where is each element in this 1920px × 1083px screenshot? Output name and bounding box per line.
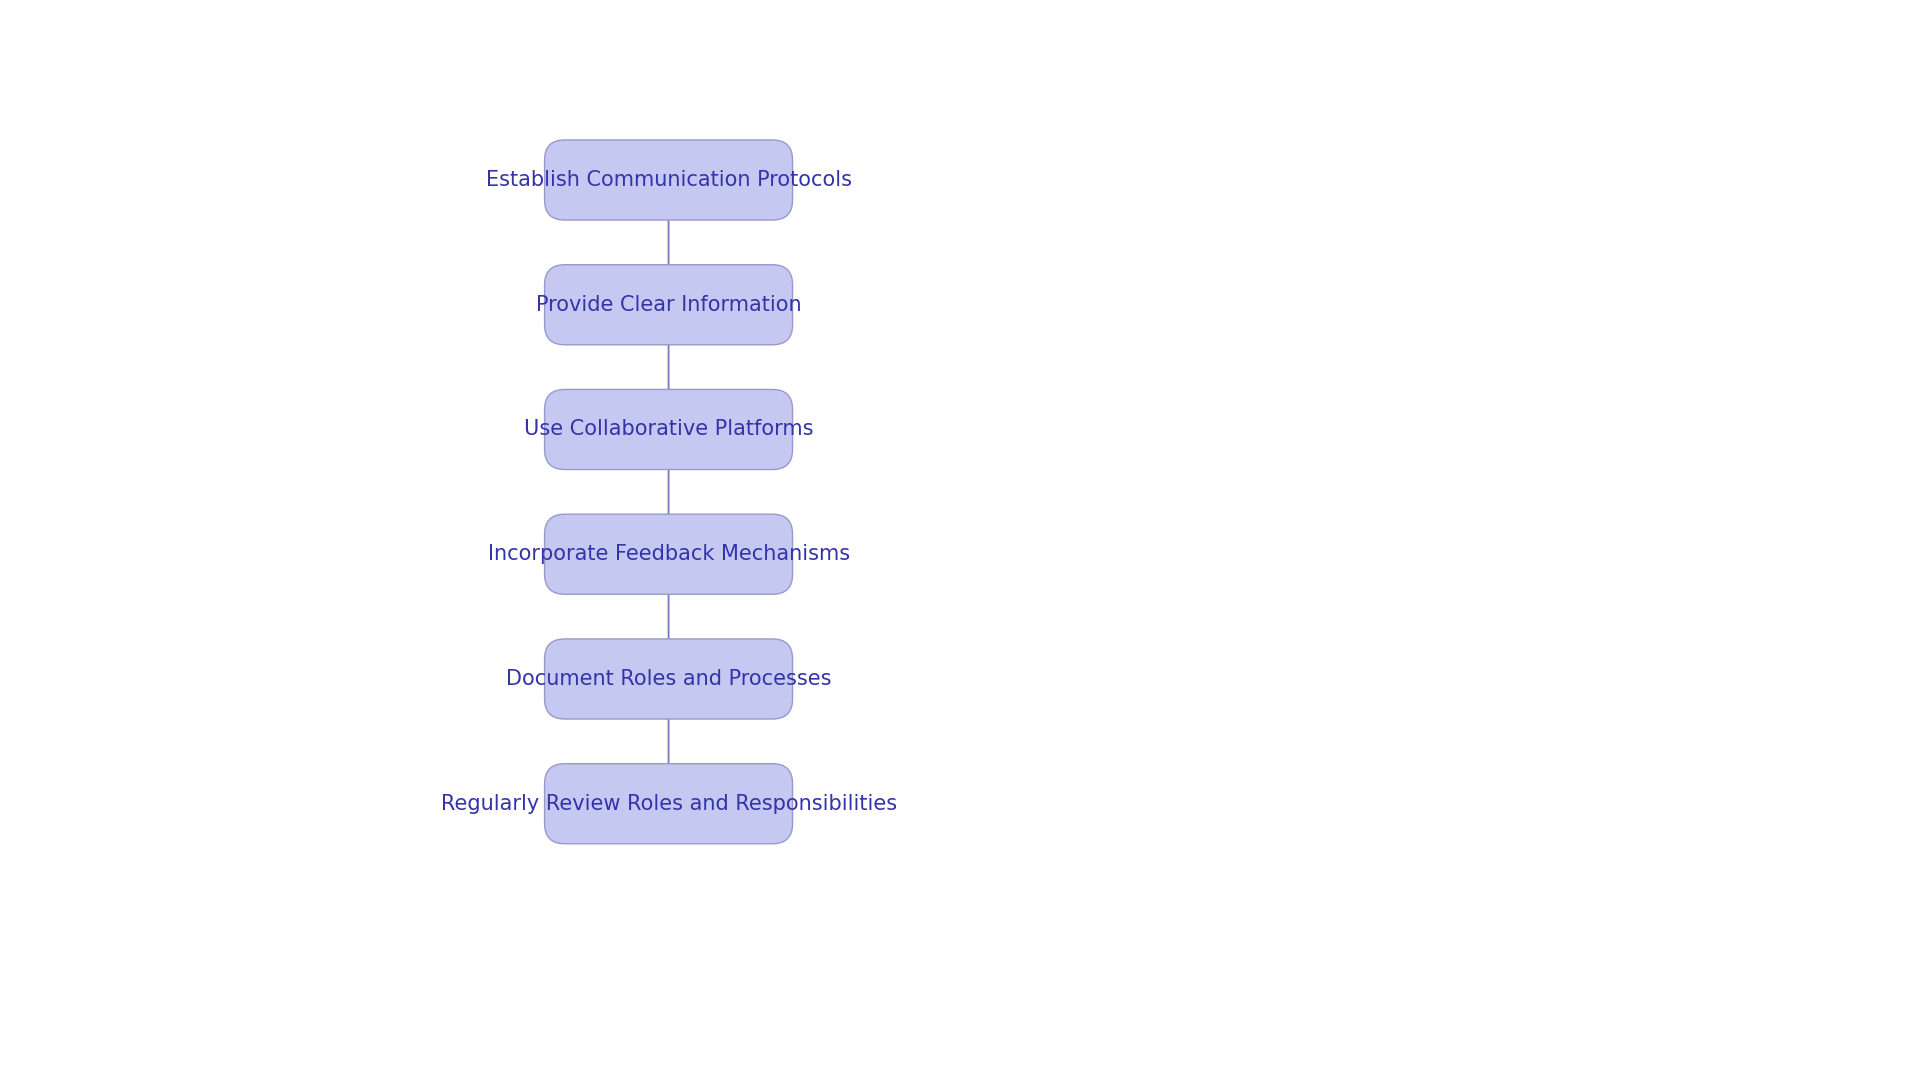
- FancyBboxPatch shape: [545, 514, 793, 595]
- Text: Provide Clear Information: Provide Clear Information: [536, 295, 801, 315]
- Text: Document Roles and Processes: Document Roles and Processes: [505, 669, 831, 689]
- Text: Use Collaborative Platforms: Use Collaborative Platforms: [524, 419, 814, 440]
- Text: Regularly Review Roles and Responsibilities: Regularly Review Roles and Responsibilit…: [440, 794, 897, 813]
- Text: Incorporate Feedback Mechanisms: Incorporate Feedback Mechanisms: [488, 545, 851, 564]
- FancyBboxPatch shape: [545, 140, 793, 220]
- FancyBboxPatch shape: [545, 764, 793, 844]
- FancyBboxPatch shape: [545, 639, 793, 719]
- Text: Establish Communication Protocols: Establish Communication Protocols: [486, 170, 852, 190]
- FancyBboxPatch shape: [545, 264, 793, 344]
- FancyBboxPatch shape: [545, 390, 793, 470]
